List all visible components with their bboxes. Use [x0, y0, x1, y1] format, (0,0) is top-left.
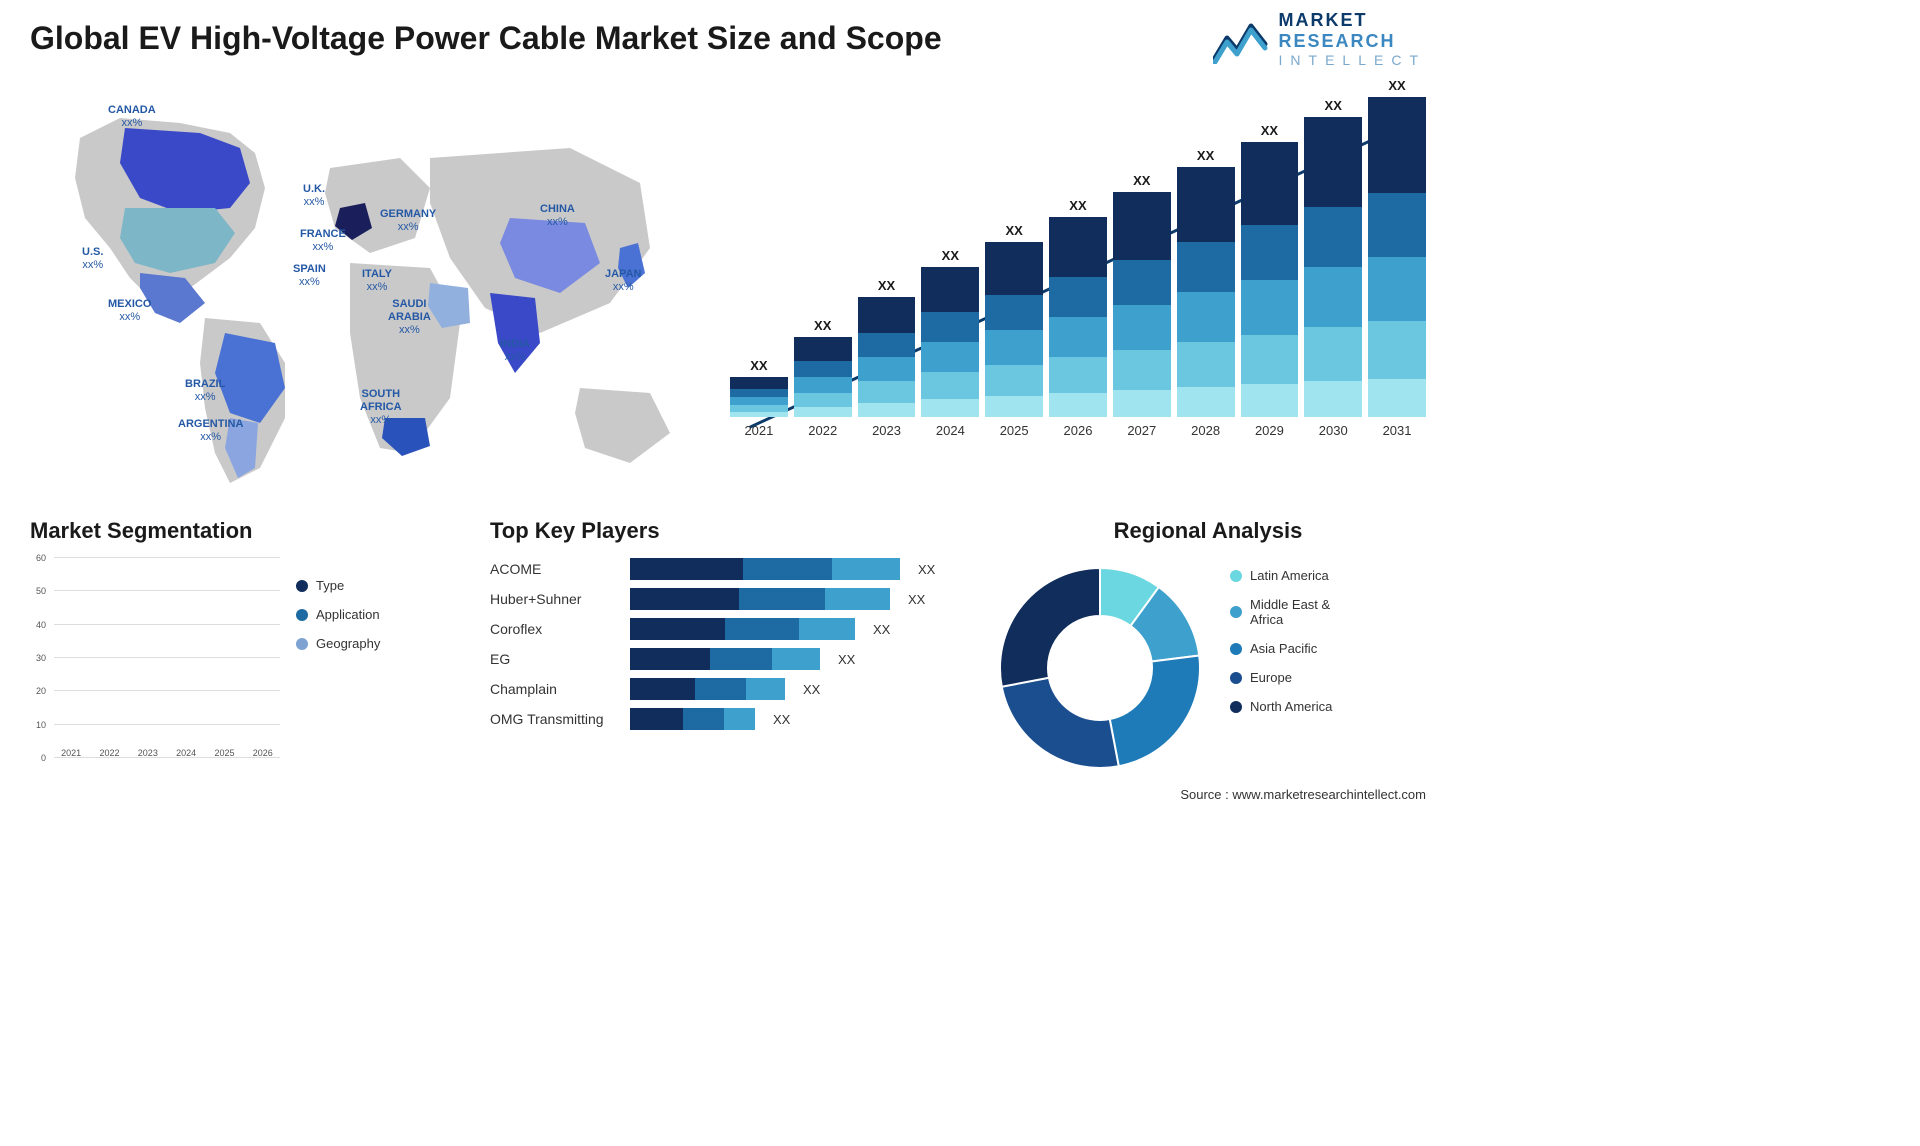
logo-text-3: INTELLECT — [1279, 52, 1426, 68]
map-label: CHINAxx% — [540, 203, 575, 229]
legend-item: Latin America — [1230, 568, 1332, 583]
world-map: CANADAxx% U.S.xx% MEXICOxx% BRAZILxx% ARGENT… — [30, 88, 690, 488]
player-row: Huber+SuhnerXX — [490, 588, 950, 610]
legend-item: Europe — [1230, 670, 1332, 685]
logo-text-2: RESEARCH — [1279, 31, 1426, 52]
regional-donut-chart — [990, 558, 1210, 778]
legend-item: North America — [1230, 699, 1332, 714]
logo-text-1: MARKET — [1279, 10, 1426, 31]
big-bar: XX2024 — [921, 248, 979, 438]
map-label: SAUDIARABIAxx% — [388, 298, 431, 338]
big-bar: XX2021 — [730, 358, 788, 438]
big-bar: XX2028 — [1177, 148, 1235, 438]
page-title: Global EV High-Voltage Power Cable Marke… — [30, 10, 942, 57]
market-size-chart: XX2021XX2022XX2023XX2024XX2025XX2026XX20… — [730, 98, 1426, 478]
big-bar: XX2031 — [1368, 78, 1426, 438]
big-bar: XX2025 — [985, 223, 1043, 438]
players-chart: ACOMEXX Huber+SuhnerXX CoroflexXX EGXX Champ… — [490, 558, 950, 730]
regional-section: Regional Analysis Latin America Middle Ea… — [990, 518, 1426, 778]
logo-mark-icon — [1213, 14, 1269, 64]
player-row: ChamplainXX — [490, 678, 950, 700]
big-bar: XX2022 — [794, 318, 852, 438]
map-label: U.K.xx% — [303, 183, 325, 209]
segmentation-section: Market Segmentation 0102030405060 202120… — [30, 518, 450, 778]
source-attribution: Source : www.marketresearchintellect.com — [1180, 787, 1426, 802]
segmentation-chart: 0102030405060 202120222023202420252026 — [30, 558, 280, 778]
map-label: SPAINxx% — [293, 263, 326, 289]
segmentation-legend: Type Application Geography — [296, 558, 380, 778]
legend-item: Type — [296, 578, 380, 593]
big-bar: XX2030 — [1304, 98, 1362, 438]
map-label: ITALYxx% — [362, 268, 392, 294]
big-bar: XX2027 — [1113, 173, 1171, 438]
map-label: BRAZILxx% — [185, 378, 225, 404]
player-row: EGXX — [490, 648, 950, 670]
segmentation-title: Market Segmentation — [30, 518, 450, 544]
map-label: U.S.xx% — [82, 246, 103, 272]
big-bar: XX2023 — [858, 278, 916, 438]
big-bar: XX2026 — [1049, 198, 1107, 438]
map-label: CANADAxx% — [108, 104, 156, 130]
legend-item: Middle East &Africa — [1230, 597, 1332, 627]
regional-title: Regional Analysis — [990, 518, 1426, 544]
big-bar: XX2029 — [1241, 123, 1299, 438]
map-label: JAPANxx% — [605, 268, 641, 294]
players-section: Top Key Players ACOMEXX Huber+SuhnerXX Cor… — [490, 518, 950, 778]
regional-legend: Latin America Middle East &Africa Asia Pac… — [1230, 558, 1332, 714]
players-title: Top Key Players — [490, 518, 950, 544]
legend-item: Geography — [296, 636, 380, 651]
player-row: ACOMEXX — [490, 558, 950, 580]
legend-item: Asia Pacific — [1230, 641, 1332, 656]
map-label: SOUTHAFRICAxx% — [360, 388, 402, 428]
map-label: MEXICOxx% — [108, 298, 151, 324]
player-row: CoroflexXX — [490, 618, 950, 640]
legend-item: Application — [296, 607, 380, 622]
map-label: INDIAxx% — [500, 338, 530, 364]
map-label: ARGENTINAxx% — [178, 418, 243, 444]
map-label: GERMANYxx% — [380, 208, 436, 234]
brand-logo: MARKET RESEARCH INTELLECT — [1213, 10, 1426, 68]
map-label: FRANCExx% — [300, 228, 346, 254]
player-row: OMG TransmittingXX — [490, 708, 950, 730]
